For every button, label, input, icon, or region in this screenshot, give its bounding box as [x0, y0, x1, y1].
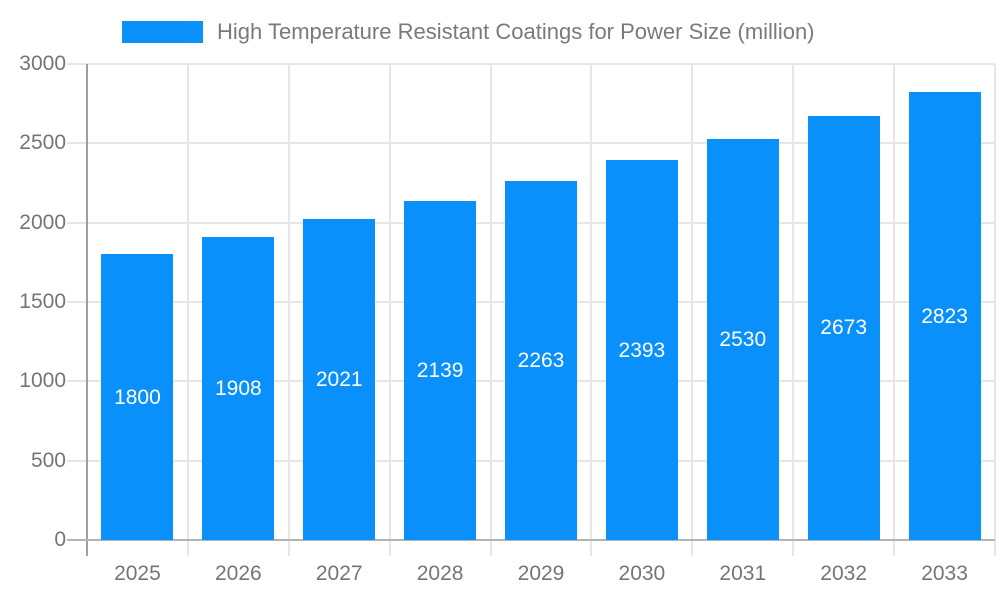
x-gridline	[590, 64, 593, 540]
bar-value-label: 2263	[517, 348, 565, 372]
bar-value-label: 2393	[618, 338, 666, 362]
bar-2033[interactable]: 2823	[908, 92, 981, 540]
x-axis-tick	[792, 540, 795, 556]
x-axis-label: 2026	[214, 562, 262, 585]
bar-2027[interactable]: 2021	[303, 219, 376, 540]
y-axis-label: 2500	[19, 131, 66, 155]
bar-value-label: 1800	[114, 385, 161, 409]
x-gridline	[388, 64, 391, 540]
x-gridline	[287, 64, 290, 540]
y-axis-tick	[67, 301, 87, 303]
x-gridline	[489, 64, 492, 540]
bar-2030[interactable]: 2393	[605, 160, 678, 540]
bar-value-label: 2021	[315, 368, 363, 392]
y-axis-tick	[67, 142, 87, 145]
x-gridline	[691, 64, 694, 540]
y-axis-line	[86, 64, 88, 556]
bar-value-label: 2139	[416, 358, 464, 382]
x-axis-tick	[489, 540, 492, 556]
bar-2031[interactable]: 2530	[706, 138, 779, 540]
x-axis-tick	[287, 540, 290, 556]
bar-value-label: 2530	[719, 327, 767, 351]
x-gridline	[792, 64, 795, 540]
x-axis-tick	[893, 540, 896, 556]
y-gridline	[87, 142, 995, 145]
bar-2032[interactable]: 2673	[807, 115, 880, 540]
y-axis-label: 500	[30, 448, 66, 472]
x-gridline	[893, 64, 896, 540]
y-axis-tick	[67, 63, 87, 65]
y-gridline	[87, 63, 995, 65]
x-axis-tick	[590, 540, 593, 556]
y-axis-label: 2000	[19, 210, 66, 234]
bar-2025[interactable]: 1800	[101, 254, 174, 540]
bar-2026[interactable]: 1908	[202, 237, 275, 540]
x-axis-tick	[388, 540, 391, 556]
bar-value-label: 2823	[921, 304, 968, 328]
y-axis-label: 1000	[19, 369, 66, 393]
bar-2028[interactable]: 2139	[404, 200, 477, 540]
x-axis-label: 2025	[114, 562, 161, 585]
x-axis-label: 2031	[719, 562, 767, 585]
bar-value-label: 1908	[214, 377, 262, 401]
y-axis-label: 3000	[19, 52, 66, 75]
x-axis-label: 2028	[416, 562, 464, 585]
x-gridline	[186, 64, 189, 540]
y-axis-tick	[67, 380, 87, 383]
x-axis-label: 2033	[921, 562, 968, 585]
bar-2029[interactable]: 2263	[505, 180, 577, 540]
chart-legend[interactable]: High Temperature Resistant Coatings for …	[122, 15, 815, 49]
x-axis-label: 2029	[517, 562, 565, 585]
x-axis-tick	[186, 540, 189, 556]
x-axis-tick	[994, 540, 996, 556]
legend-swatch	[122, 21, 203, 43]
y-axis-tick	[67, 221, 87, 224]
x-axis-line	[67, 539, 995, 541]
x-axis-label: 2032	[820, 562, 868, 585]
y-axis-label: 0	[54, 528, 66, 551]
legend-label: High Temperature Resistant Coatings for …	[217, 19, 815, 44]
y-axis-tick	[67, 459, 87, 462]
y-axis-label: 1500	[19, 290, 66, 313]
bar-value-label: 2673	[820, 316, 868, 340]
x-axis-label: 2027	[315, 562, 363, 585]
x-gridline	[994, 64, 996, 540]
x-axis-label: 2030	[618, 562, 666, 585]
x-axis-tick	[691, 540, 694, 556]
